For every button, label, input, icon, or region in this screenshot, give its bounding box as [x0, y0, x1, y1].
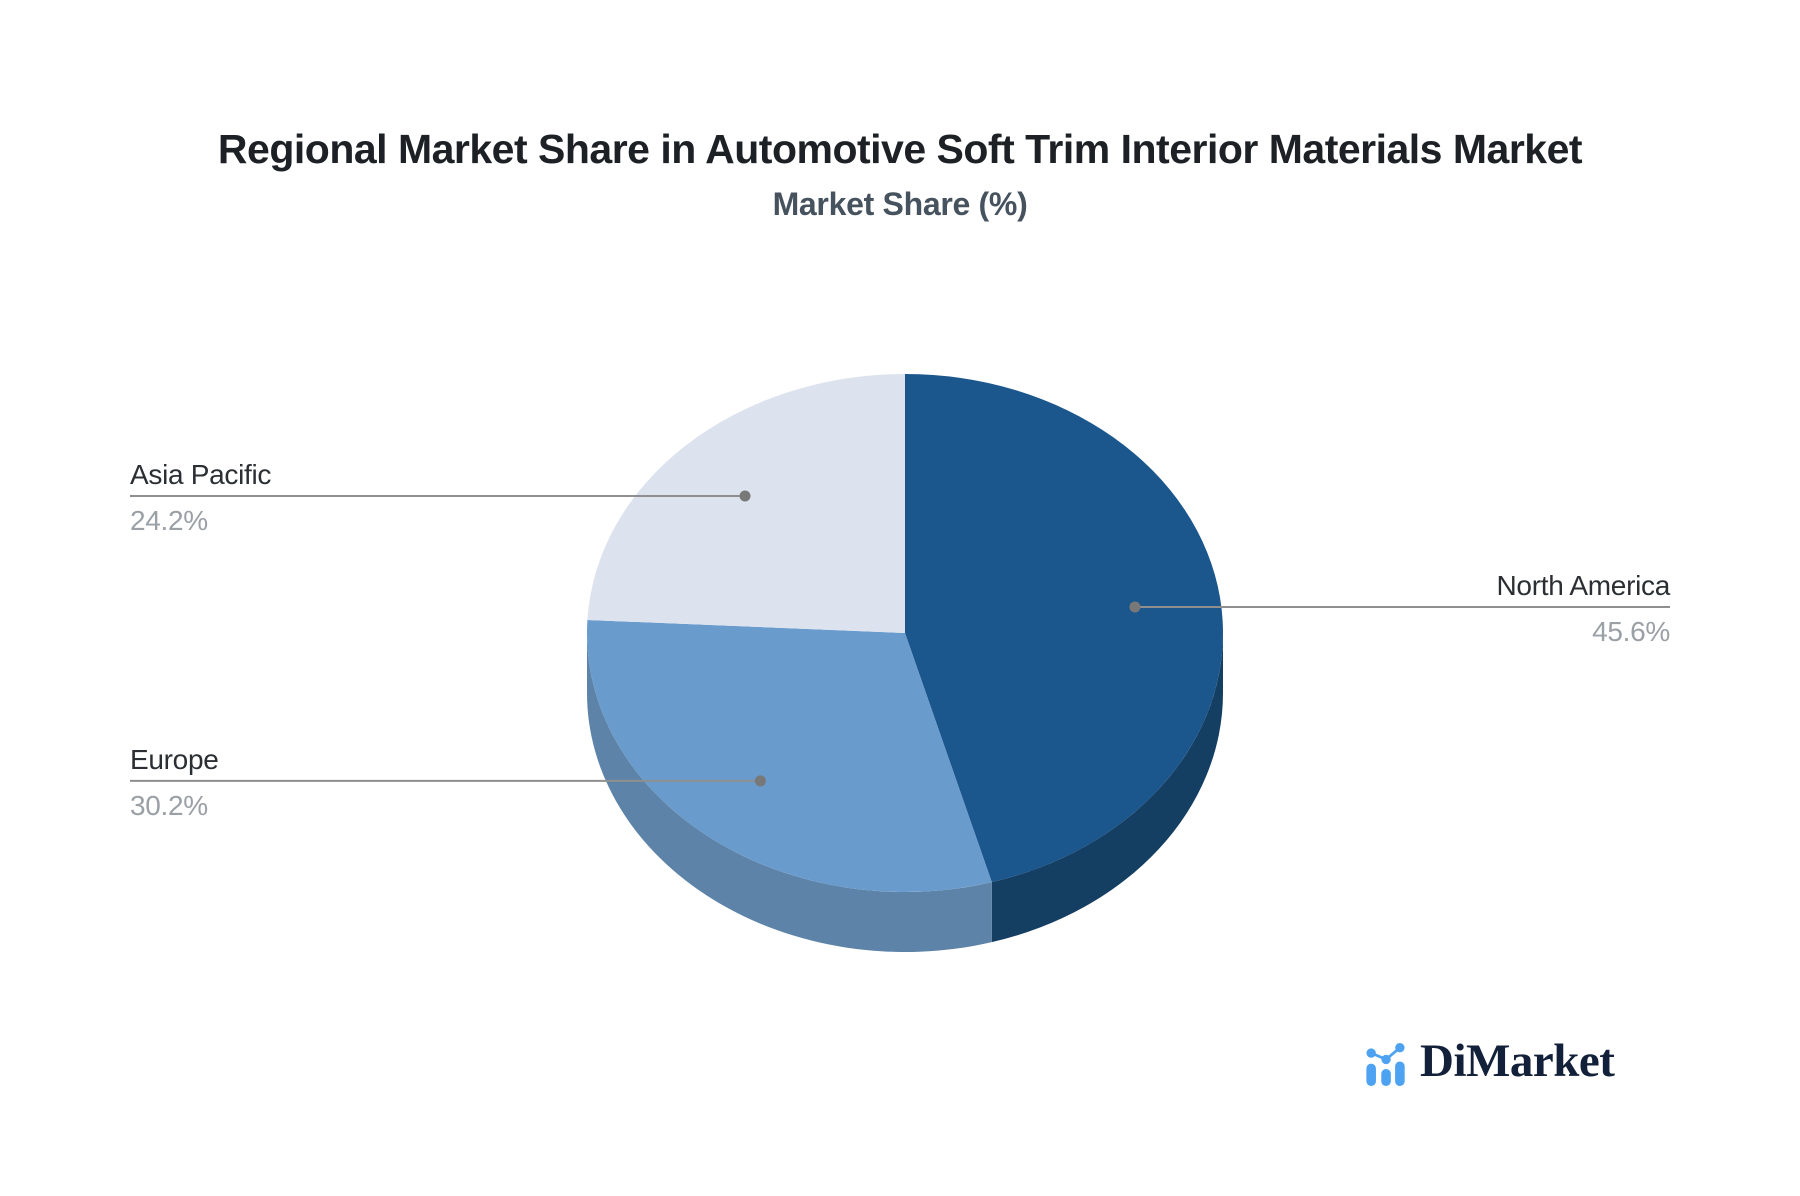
logo-bar	[1366, 1063, 1376, 1086]
pie-label-europe: Europe 30.2%	[130, 743, 219, 821]
pie-label-asia-pacific: Asia Pacific 24.2%	[130, 458, 272, 536]
pie-slice-side-north-america	[991, 633, 1223, 943]
logo-trend-dot	[1395, 1043, 1405, 1053]
logo-bar	[1395, 1061, 1405, 1086]
slice-label: Asia Pacific	[130, 458, 272, 490]
leader-dot	[739, 490, 751, 502]
slice-value: 30.2%	[130, 789, 208, 821]
slice-value: 24.2%	[130, 504, 208, 536]
pie-label-north-america: North America 45.6%	[1496, 569, 1671, 647]
logo-bar	[1381, 1068, 1391, 1086]
pie-slice-europe[interactable]	[586, 619, 992, 892]
leader-dot	[754, 775, 766, 787]
bar-line-chart-icon	[1366, 1043, 1405, 1086]
chart-title: Regional Market Share in Automotive Soft…	[217, 126, 1583, 172]
slice-label: North America	[1496, 569, 1671, 601]
slice-value: 45.6%	[1592, 615, 1670, 647]
pie-slice-north-america[interactable]	[905, 374, 1223, 883]
chart-subtitle: Market Share (%)	[772, 186, 1028, 222]
leader-dot	[1129, 601, 1141, 613]
logo-trend-dot	[1366, 1048, 1376, 1058]
logo-trend-dot	[1381, 1054, 1391, 1065]
pie-slice-side-europe	[587, 633, 992, 952]
slice-label: Europe	[130, 743, 219, 775]
logo-text: DiMarket	[1420, 1035, 1615, 1087]
pie-slice-asia-pacific[interactable]	[587, 373, 905, 633]
dimarket-logo: DiMarket	[1362, 1035, 1615, 1087]
